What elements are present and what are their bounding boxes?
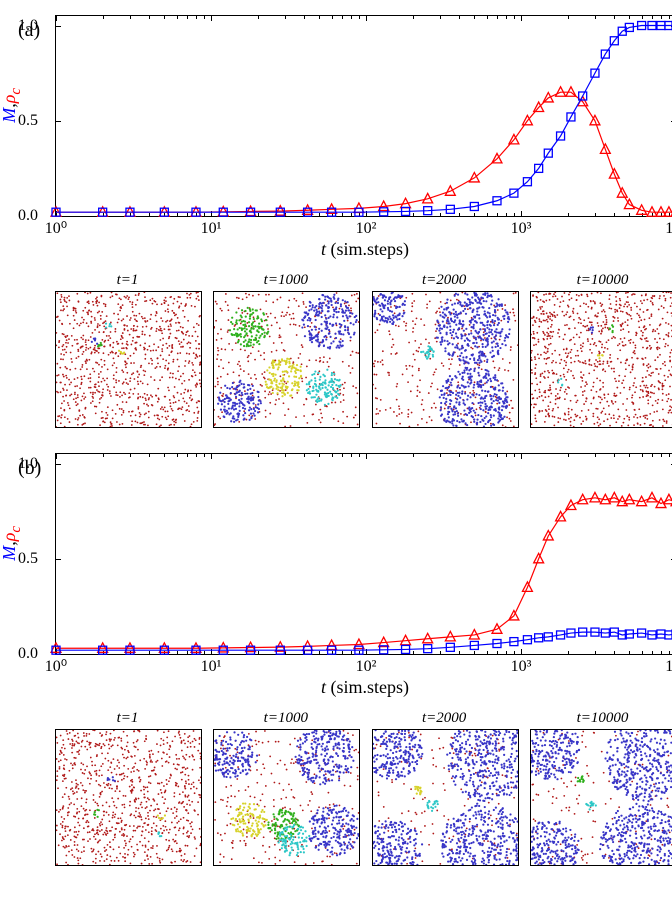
panel-b: (b) M,ρc 0.00.51.010⁰10¹10²10³10⁴ t (sim… [10,453,672,866]
thumb-label: t=1000 [213,710,358,727]
ytick: 1.0 [18,17,38,35]
xtick: 10¹ [201,658,222,676]
xtick: 10² [356,220,377,238]
thumbs-row-b: t=1 t=1000 t=2000 t=10000 [55,710,672,866]
chart-a: 0.00.51.010⁰10¹10²10³10⁴ [55,15,672,217]
xtick: 10³ [511,220,532,238]
ytick: 0.0 [18,207,38,225]
thumb-image [213,729,360,866]
x-axis-label-a: t (sim.steps) [55,239,672,260]
thumb-cell: t=10000 [530,710,672,866]
thumb-image [530,291,672,428]
thumb-cell: t=1000 [213,272,358,428]
thumb-cell: t=10000 [530,272,672,428]
y-label-M-b: M [0,546,19,561]
thumb-image [372,729,519,866]
x-axis-label-b: t (sim.steps) [55,677,672,698]
xtick: 10⁴ [665,220,672,238]
thumb-label: t=10000 [530,272,672,289]
chart-b: 0.00.51.010⁰10¹10²10³10⁴ [55,453,672,655]
panel-a: (a) M,ρc 0.00.51.010⁰10¹10²10³10⁴ t (sim… [10,15,672,428]
thumb-label: t=2000 [372,710,517,727]
thumb-label: t=2000 [372,272,517,289]
thumb-label: t=10000 [530,710,672,727]
xtick: 10⁰ [45,656,67,676]
thumb-image [530,729,672,866]
xtick: 10⁴ [665,658,672,676]
xtick: 10² [356,658,377,676]
thumb-cell: t=1 [55,710,200,866]
thumb-image [372,291,519,428]
thumb-label: t=1 [55,272,200,289]
ytick: 1.0 [18,455,38,473]
thumb-label: t=1000 [213,272,358,289]
xtick: 10¹ [201,220,222,238]
ytick: 0.0 [18,645,38,663]
thumbs-row-a: t=1 t=1000 t=2000 t=10000 [55,272,672,428]
thumb-label: t=1 [55,710,200,727]
xtick: 10³ [511,658,532,676]
thumb-cell: t=1000 [213,710,358,866]
ytick: 0.5 [18,550,38,568]
xtick: 10⁰ [45,218,67,238]
thumb-image [213,291,360,428]
y-label-M: M [0,108,19,123]
y-label-rho: ρc [0,88,19,103]
y-label-rho-b: ρc [0,526,19,541]
thumb-cell: t=2000 [372,710,517,866]
thumb-cell: t=2000 [372,272,517,428]
thumb-image [55,729,202,866]
thumb-cell: t=1 [55,272,200,428]
thumb-image [55,291,202,428]
ytick: 0.5 [18,112,38,130]
